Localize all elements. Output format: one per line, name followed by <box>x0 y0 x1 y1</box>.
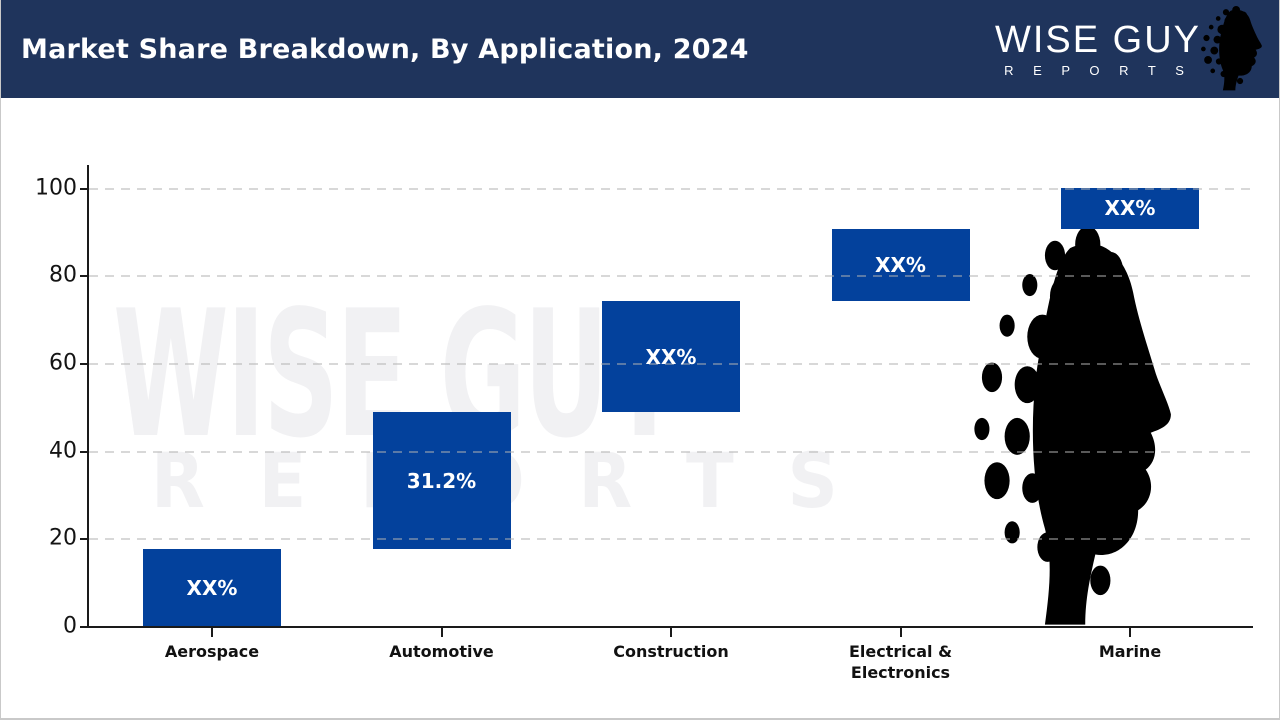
y-tick-mark <box>80 187 87 190</box>
x-tick-mark <box>670 628 672 637</box>
header-bar: Market Share Breakdown, By Application, … <box>1 0 1279 98</box>
y-tick-mark <box>80 275 87 278</box>
bar-electrical-electronics <box>831 229 970 301</box>
bar-value-label: XX% <box>186 575 238 600</box>
x-tick-mark <box>1129 628 1131 637</box>
x-tick-label: Automotive <box>389 642 494 661</box>
bar-value-label: XX% <box>1104 196 1156 221</box>
y-tick-mark <box>80 362 87 365</box>
y-tick-label: 100 <box>35 175 77 200</box>
bar-value-label: XX% <box>645 344 697 369</box>
y-axis-line <box>87 165 89 628</box>
y-tick-label: 0 <box>63 613 77 639</box>
y-tick-mark <box>80 538 87 541</box>
brand-logo-text: WISE GUY R E P O R T S <box>995 21 1201 78</box>
x-axis-line <box>87 626 1253 628</box>
x-tick-mark <box>211 628 213 637</box>
y-tick-mark <box>80 626 87 628</box>
y-tick-label: 40 <box>49 438 77 464</box>
x-tick-mark <box>899 628 902 637</box>
y-tick-label: 20 <box>49 525 77 551</box>
bar-aerospace <box>143 549 281 626</box>
y-tick-mark <box>80 450 87 453</box>
page-title: Market Share Breakdown, By Application, … <box>21 33 749 65</box>
bar-value-label: XX% <box>875 252 926 277</box>
x-tick-label: Marine <box>1098 642 1162 661</box>
bar-marine <box>1061 187 1199 230</box>
gridline <box>89 187 1253 190</box>
x-tick-mark <box>440 628 443 637</box>
y-tick-label: 80 <box>49 262 77 288</box>
y-tick-label: 60 <box>49 350 77 376</box>
x-tick-label: Aerospace <box>164 642 260 661</box>
gridline <box>89 275 1253 278</box>
brand-subname: R E P O R T S <box>1004 62 1192 78</box>
bar-automotive <box>372 412 511 550</box>
bar-value-label: 31.2% <box>406 468 477 493</box>
gridline <box>89 450 1253 453</box>
gridline <box>89 538 1253 541</box>
brand-name: WISE GUY <box>994 18 1201 61</box>
bar-construction <box>602 300 740 413</box>
x-tick-label: Construction <box>613 642 729 661</box>
x-tick-label: Electrical & Electronics <box>848 642 953 682</box>
logo-head-icon <box>1201 6 1262 91</box>
gridline <box>89 362 1253 365</box>
chart-area: WISE GUY R E P O R T S 020406080100XX%Ae… <box>1 98 1279 718</box>
brand-logo: WISE GUY R E P O R T S <box>995 6 1279 92</box>
